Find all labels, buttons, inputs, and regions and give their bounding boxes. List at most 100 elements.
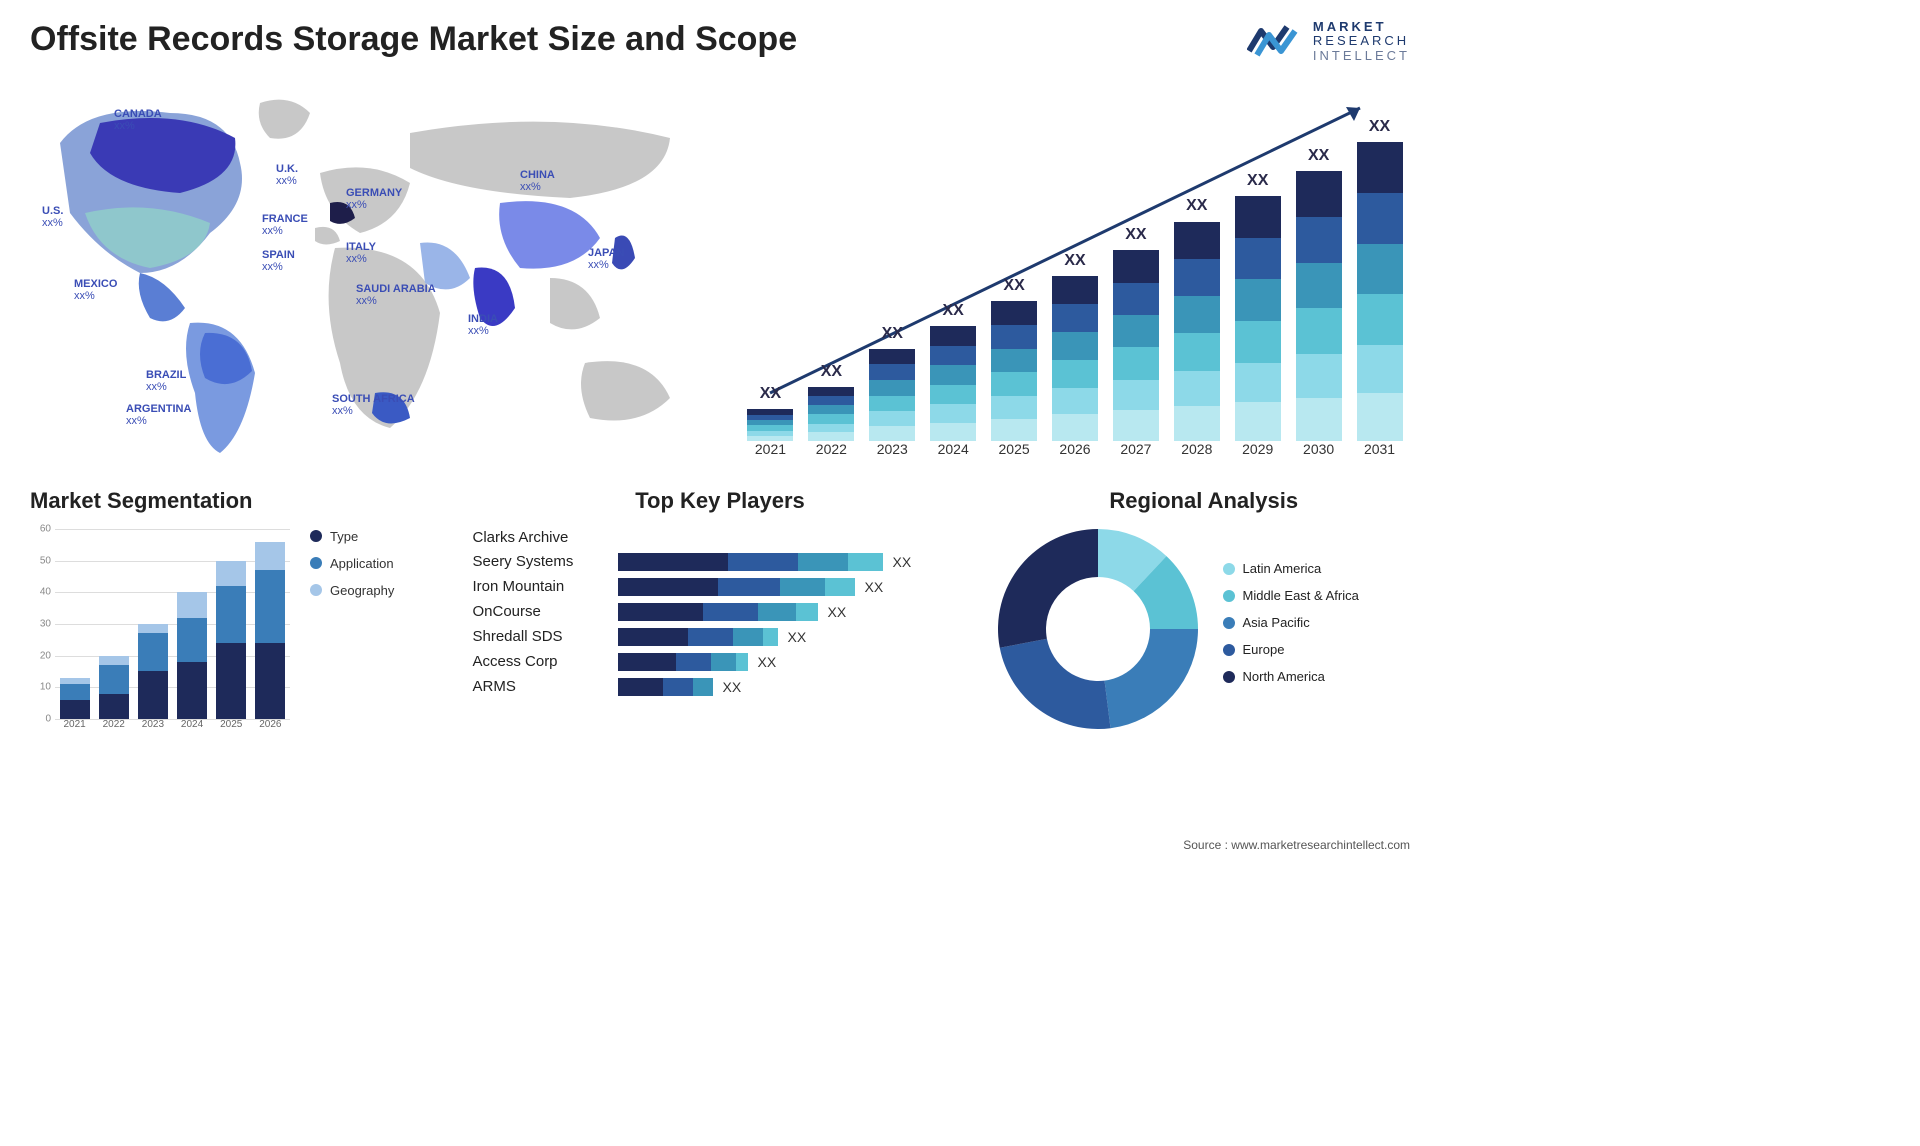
segmentation-bar [216,561,246,719]
player-value: XX [865,579,884,595]
segmentation-legend-item: Geography [310,583,394,598]
segmentation-legend-item: Application [310,556,394,571]
logo-text-1: MARKET [1313,20,1410,34]
forecast-bar-label: XX [1052,252,1098,270]
donut-slice [998,529,1098,648]
map-label: SOUTH AFRICAxx% [332,393,415,417]
forecast-bar: XX [930,326,976,440]
forecast-bar: XX [869,349,915,441]
segmentation-x-label: 2022 [103,719,125,739]
player-name: OnCourse [473,603,603,620]
world-map-panel: CANADAxx% U.S.xx% MEXICOxx% BRAZILxx% ARGENT… [30,83,710,463]
regional-legend: Latin America Middle East & Africa Asia Pa… [1223,561,1359,696]
donut-slice [999,639,1110,729]
map-label: ARGENTINAxx% [126,403,191,427]
regional-legend-item: Europe [1223,642,1359,657]
map-label: INDIAxx% [468,313,498,337]
forecast-x-label: 2028 [1181,441,1212,463]
segmentation-bar [99,656,129,719]
player-value: XX [788,629,807,645]
map-label: JAPANxx% [588,247,624,271]
forecast-x-label: 2029 [1242,441,1273,463]
segmentation-x-label: 2023 [142,719,164,739]
segmentation-bar [177,592,207,719]
map-label: MEXICOxx% [74,278,117,302]
regional-legend-item: Asia Pacific [1223,615,1359,630]
forecast-bar: XX [808,387,854,441]
player-bar [618,553,883,571]
player-row: Access CorpXX [473,653,968,671]
forecast-x-label: 2026 [1059,441,1090,463]
logo-icon [1247,21,1303,61]
player-name: ARMS [473,678,603,695]
segmentation-bar [60,678,90,719]
forecast-bar-label: XX [869,325,915,343]
map-label: SPAINxx% [262,249,295,273]
player-row: OnCourse XX [473,603,968,621]
map-label: BRAZILxx% [146,369,186,393]
player-value: XX [758,654,777,670]
map-label: GERMANYxx% [346,187,402,211]
forecast-x-label: 2022 [816,441,847,463]
segmentation-x-label: 2026 [259,719,281,739]
forecast-bar-label: XX [930,302,976,320]
source-attribution: Source : www.marketresearchintellect.com [1183,838,1410,852]
map-label: CANADAxx% [114,108,162,132]
forecast-x-label: 2023 [877,441,908,463]
map-label: CHINAxx% [520,169,555,193]
forecast-x-label: 2021 [755,441,786,463]
brand-logo: MARKET RESEARCH INTELLECT [1247,20,1410,63]
regional-legend-item: Middle East & Africa [1223,588,1359,603]
regional-legend-item: North America [1223,669,1359,684]
forecast-bar-label: XX [1357,118,1403,136]
forecast-bar-label: XX [808,363,854,381]
players-title: Top Key Players [473,488,968,514]
segmentation-x-label: 2025 [220,719,242,739]
forecast-bar: XX [1357,142,1403,441]
map-label: U.S.xx% [42,205,63,229]
forecast-bar: XX [1052,276,1098,441]
segmentation-legend-item: Type [310,529,394,544]
forecast-x-label: 2027 [1120,441,1151,463]
player-bar [618,653,748,671]
segmentation-title: Market Segmentation [30,488,443,514]
forecast-bar: XX [1296,171,1342,441]
player-row: Shredall SDS XX [473,628,968,646]
forecast-bar-label: XX [1174,197,1220,215]
player-name: Iron Mountain [473,578,603,595]
map-label: ITALYxx% [346,241,376,265]
player-row: ARMSXX [473,678,968,696]
player-name: Shredall SDS [473,628,603,645]
player-row: Seery Systems XX [473,553,968,571]
forecast-x-label: 2024 [938,441,969,463]
forecast-x-label: 2025 [999,441,1030,463]
map-label: U.K.xx% [276,163,298,187]
player-bar [618,603,818,621]
player-value: XX [893,554,912,570]
segmentation-chart: 0102030405060 202120222023202420252026 [30,529,290,739]
segmentation-bar [255,542,285,719]
forecast-bar: XX [991,301,1037,441]
map-label: SAUDI ARABIAxx% [356,283,436,307]
forecast-bar: XX [1113,250,1159,441]
segmentation-section: Market Segmentation 0102030405060 202120… [30,488,443,739]
player-name: Seery Systems [473,553,603,570]
segmentation-legend: Type Application Geography [310,529,394,610]
forecast-bar-label: XX [991,277,1037,295]
player-row: Clarks Archive [473,529,968,546]
player-bar [618,678,713,696]
regional-legend-item: Latin America [1223,561,1359,576]
regional-section: Regional Analysis Latin America Middle Ea… [998,488,1411,739]
forecast-chart: XXXXXXXXXXXXXXXXXXXXXX 20212022202320242… [740,83,1410,463]
regional-title: Regional Analysis [998,488,1411,514]
player-name: Clarks Archive [473,529,603,546]
forecast-bar-label: XX [1113,226,1159,244]
forecast-bar: XX [1235,196,1281,441]
players-chart: Clarks Archive Seery Systems XX Iron Mounta… [473,529,968,696]
players-section: Top Key Players Clarks Archive Seery Syst… [473,488,968,739]
logo-text-2: RESEARCH [1313,34,1410,48]
player-value: XX [828,604,847,620]
forecast-bar-label: XX [1235,172,1281,190]
map-label: FRANCExx% [262,213,308,237]
forecast-bar-label: XX [1296,147,1342,165]
